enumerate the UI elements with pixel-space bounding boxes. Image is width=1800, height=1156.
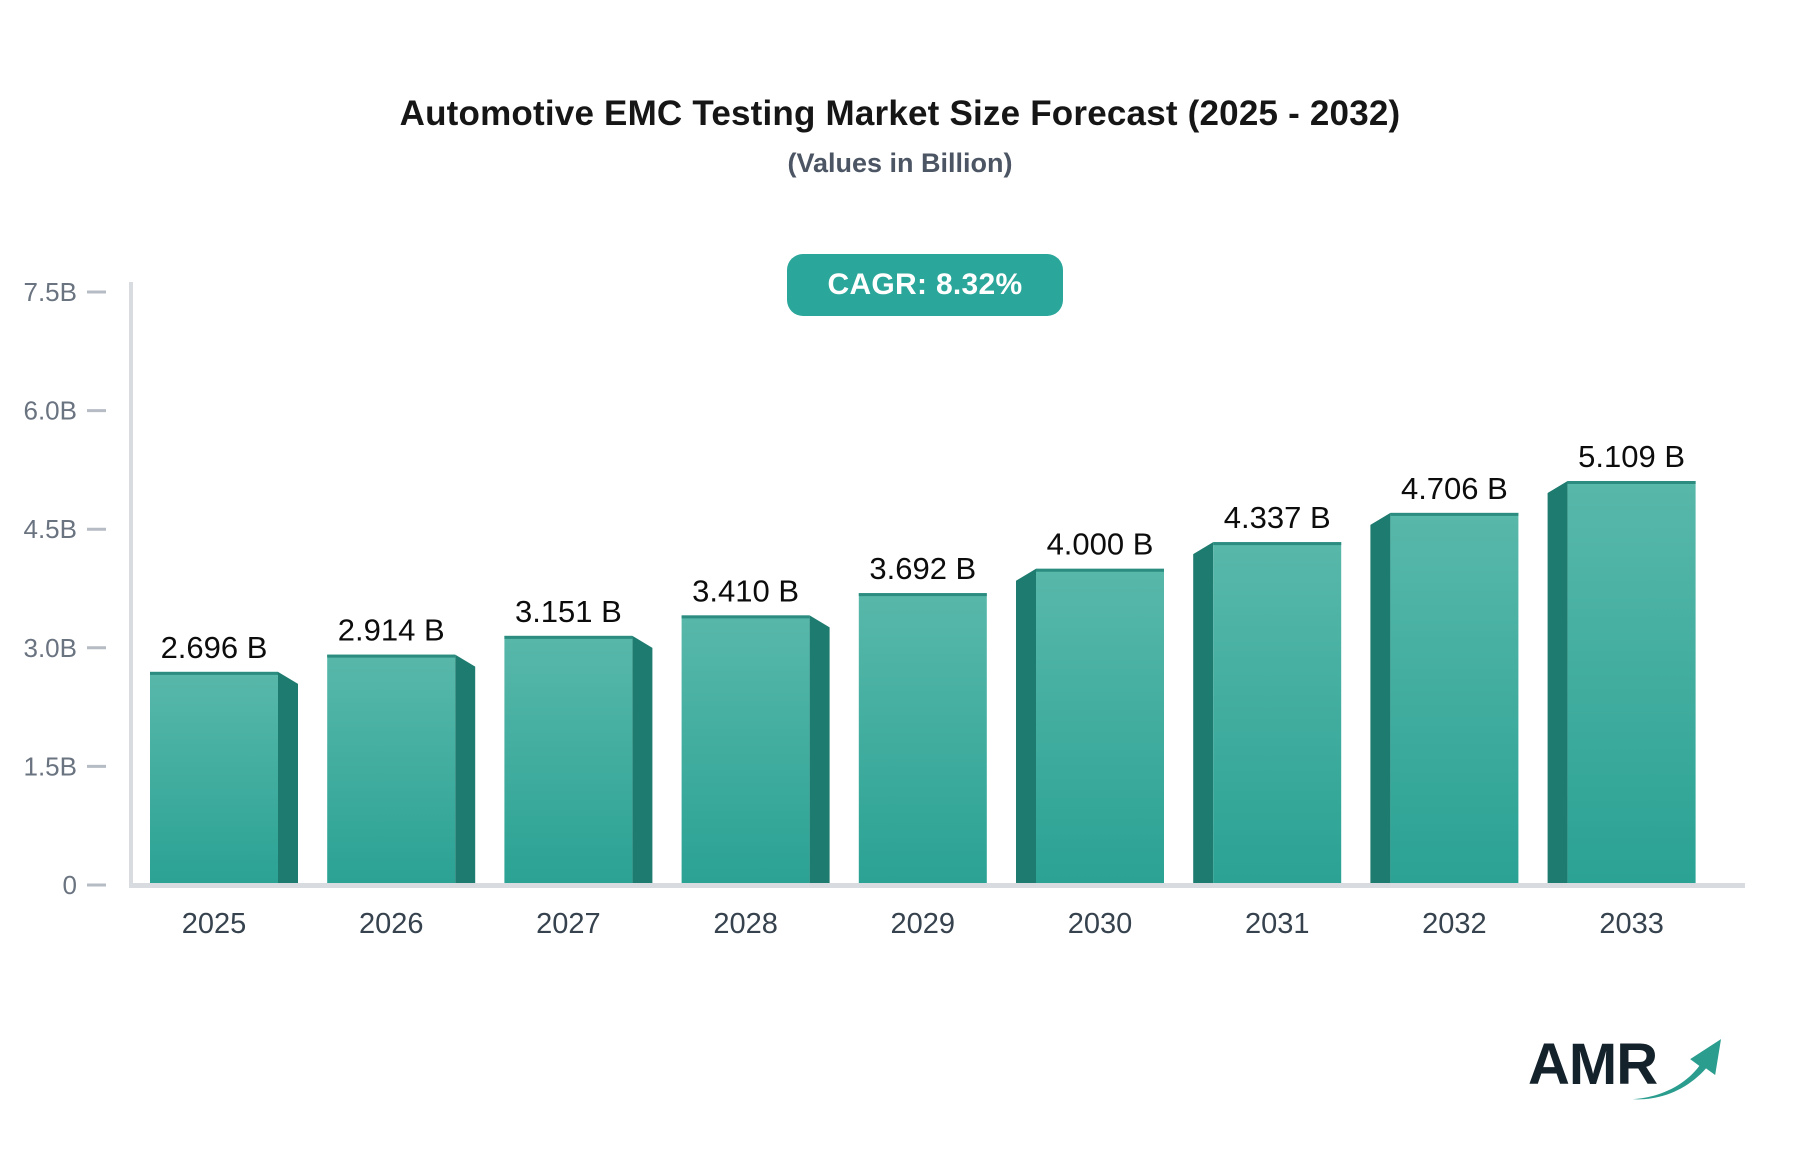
amr-logo-text: AMR [1528,1032,1658,1097]
bar-side-face [1193,542,1214,885]
bar-value-label: 3.692 B [869,551,976,586]
x-tick-label: 2026 [359,908,424,940]
bar-2025: 2.696 B 2025 [150,630,298,940]
y-tick-label: 3.0B [24,633,78,663]
bar-value-label: 3.410 B [692,573,799,608]
page-subtitle: (Values in Billion) [787,148,1013,178]
bar-value-label: 3.151 B [515,594,622,629]
bar-value-label: 4.000 B [1047,527,1154,562]
bar-value-label: 4.337 B [1224,500,1331,535]
x-axis-line [129,883,1745,888]
bar-2030: 4.000 B 2030 [1016,527,1164,940]
amr-logo: AMR [1528,1030,1728,1110]
x-tick-label: 2028 [713,908,778,940]
bar-side-face [1016,568,1036,885]
bar-2026: 2.914 B 2026 [327,613,476,940]
x-tick-label: 2030 [1068,908,1133,940]
bar-front-face [1390,512,1519,885]
x-tick-label: 2032 [1422,908,1487,940]
bar-side-face [455,654,476,885]
y-tick-label: 7.5B [24,277,78,307]
bar-front-face [858,593,987,885]
bar-2029: 3.692 B 2029 [858,551,987,940]
x-tick-label: 2025 [182,908,247,940]
growth-arrow-icon [1632,1039,1721,1100]
bar-side-face [632,635,653,885]
y-tick-label: 4.5B [24,514,78,544]
bar-side-face [278,671,298,885]
bar-2028: 3.410 B 2028 [681,573,830,940]
x-tick-label: 2033 [1599,908,1664,940]
bar-value-label: 2.914 B [338,613,445,648]
bar-2027: 3.151 B 2027 [504,594,653,940]
bar-front-face [1036,568,1164,885]
page-title: Automotive EMC Testing Market Size Forec… [399,94,1401,133]
cagr-badge-label: CAGR: 8.32% [827,268,1023,301]
bar-value-label: 5.109 B [1578,439,1685,474]
bar-2033: 5.109 B 2033 [1547,439,1696,940]
bar-2032: 4.706 B 2032 [1370,471,1519,940]
x-tick-label: 2031 [1245,908,1310,940]
bar-front-face [150,671,278,885]
bar-value-label: 2.696 B [161,630,268,665]
bar-front-face [1213,542,1342,885]
bar-side-face [1547,481,1568,885]
cagr-badge: CAGR: 8.32% [787,254,1063,316]
bar-front-face [504,635,633,885]
bar-side-face [1370,512,1391,885]
y-tick-label: 0 [63,870,77,900]
bar-2031: 4.337 B 2031 [1193,500,1342,940]
x-tick-label: 2027 [536,908,601,940]
bar-side-face [809,615,830,885]
y-tick-label: 1.5B [24,751,78,781]
bar-front-face [1567,481,1696,885]
bar-front-face [681,615,810,885]
bar-value-label: 4.706 B [1401,471,1508,506]
bar-front-face [327,654,456,885]
x-tick-label: 2029 [891,908,956,940]
y-tick-label: 6.0B [24,396,78,426]
